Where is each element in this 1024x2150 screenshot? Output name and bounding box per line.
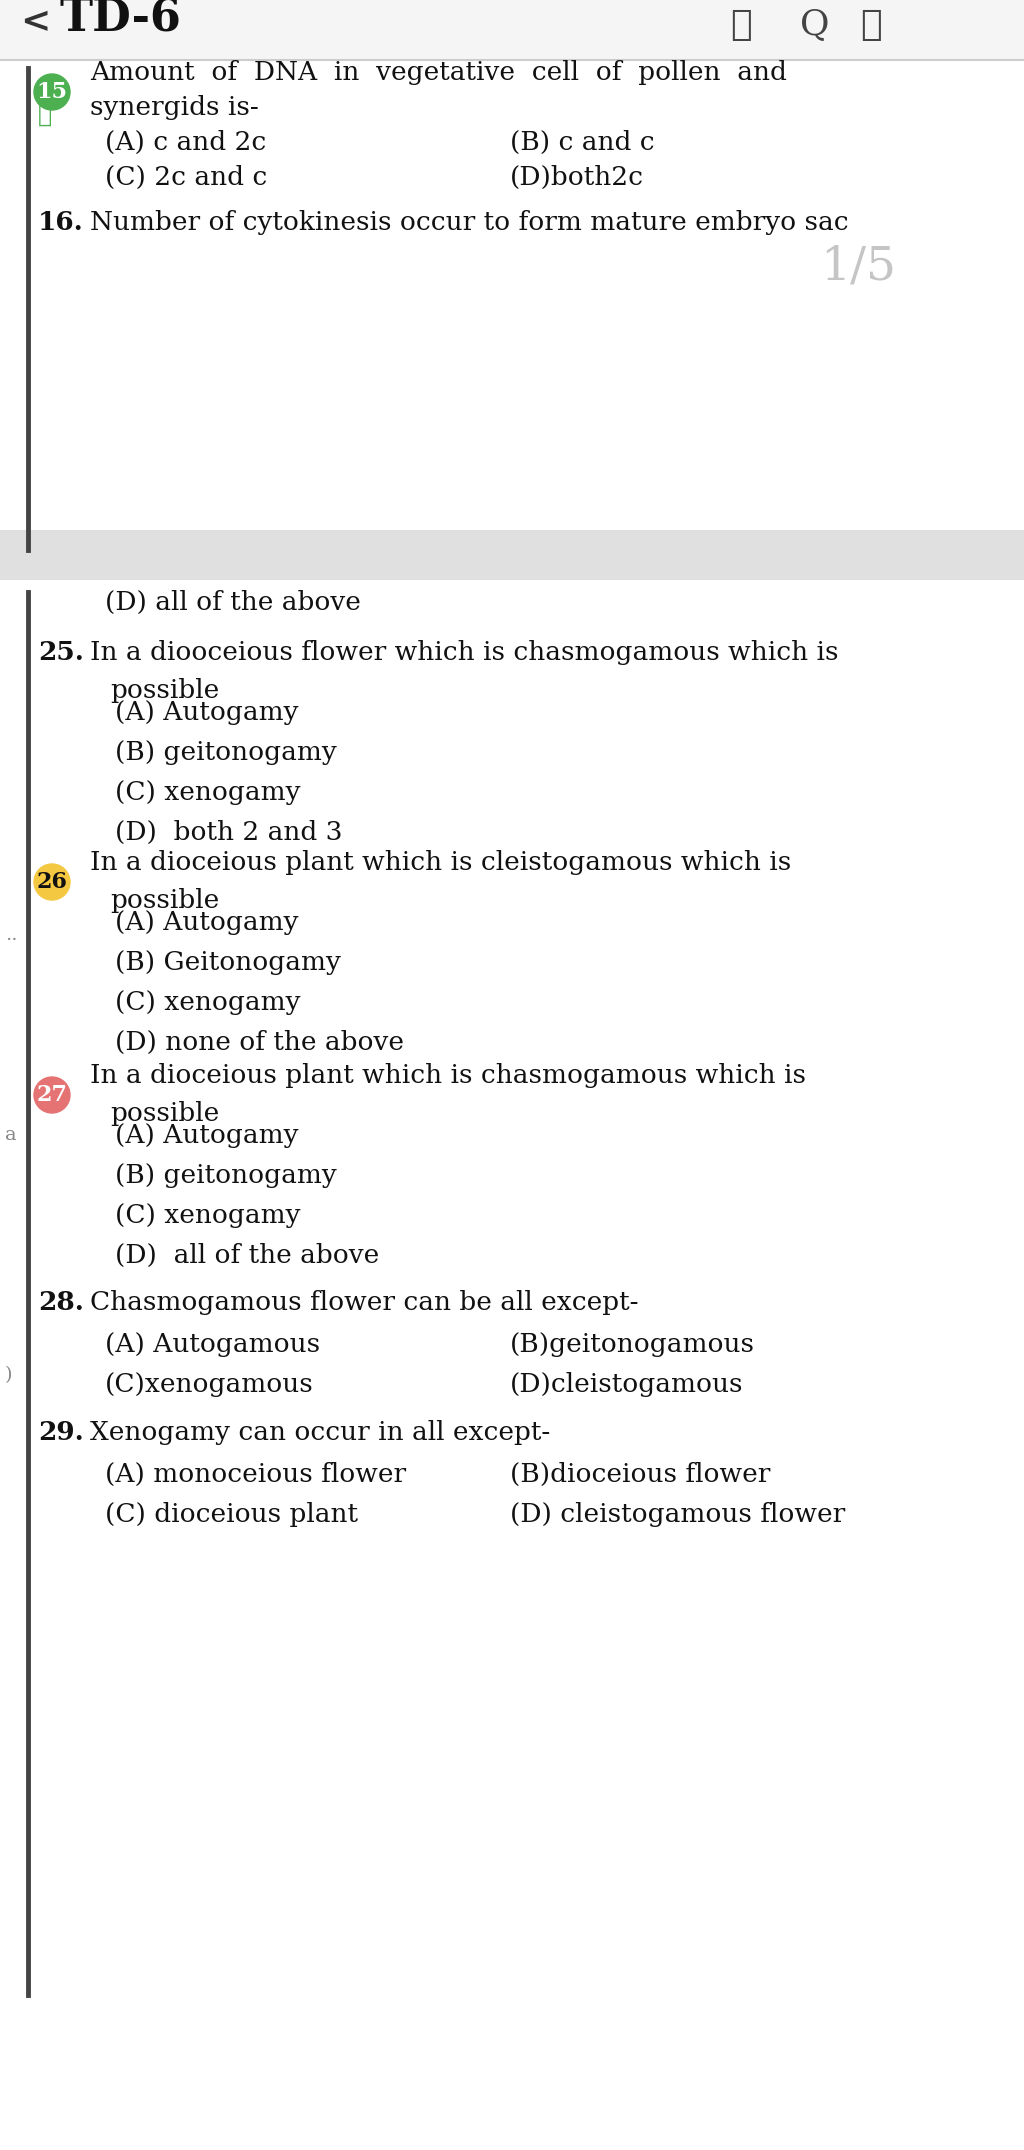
Text: (C) dioceious plant: (C) dioceious plant bbox=[105, 1503, 358, 1526]
Text: 27: 27 bbox=[37, 1084, 68, 1105]
Text: Chasmogamous flower can be all except-: Chasmogamous flower can be all except- bbox=[90, 1290, 639, 1316]
Text: Q: Q bbox=[800, 9, 829, 43]
Text: possible: possible bbox=[110, 677, 219, 703]
Text: (D) none of the above: (D) none of the above bbox=[115, 1030, 404, 1056]
Text: 26: 26 bbox=[37, 871, 68, 892]
Text: (B)geitonogamous: (B)geitonogamous bbox=[510, 1333, 755, 1357]
Text: (C) xenogamy: (C) xenogamy bbox=[115, 989, 300, 1015]
Circle shape bbox=[34, 73, 70, 110]
Text: 1/5: 1/5 bbox=[820, 245, 896, 290]
Bar bbox=[0, 0, 1024, 60]
Text: (B) geitonogamy: (B) geitonogamy bbox=[115, 1163, 337, 1189]
Text: Number of cytokinesis occur to form mature embryo sac: Number of cytokinesis occur to form matu… bbox=[90, 211, 849, 234]
Text: (A) Autogamy: (A) Autogamy bbox=[115, 701, 299, 725]
Text: ✓: ✓ bbox=[38, 103, 52, 127]
Text: (B)dioceious flower: (B)dioceious flower bbox=[510, 1462, 770, 1488]
Text: (B) c and c: (B) c and c bbox=[510, 129, 654, 155]
Text: 16.: 16. bbox=[38, 211, 84, 234]
Text: ): ) bbox=[5, 1365, 12, 1385]
Text: (D)cleistogamous: (D)cleistogamous bbox=[510, 1372, 743, 1398]
Text: (D) all of the above: (D) all of the above bbox=[105, 589, 360, 615]
Text: In a dioceious plant which is chasmogamous which is: In a dioceious plant which is chasmogamo… bbox=[90, 1062, 806, 1088]
Text: (A) monoceious flower: (A) monoceious flower bbox=[105, 1462, 407, 1488]
Bar bbox=[0, 531, 1024, 580]
Text: Xenogamy can occur in all except-: Xenogamy can occur in all except- bbox=[90, 1419, 550, 1445]
Text: (A) c and 2c: (A) c and 2c bbox=[105, 129, 266, 155]
Text: <: < bbox=[20, 4, 50, 39]
Text: (A) Autogamy: (A) Autogamy bbox=[115, 1122, 299, 1148]
Text: (D)both2c: (D)both2c bbox=[510, 166, 644, 189]
Text: (C)xenogamous: (C)xenogamous bbox=[105, 1372, 313, 1398]
Text: 15: 15 bbox=[37, 82, 68, 103]
Circle shape bbox=[34, 864, 70, 901]
Text: TD-6: TD-6 bbox=[60, 0, 182, 41]
Text: synergids is-: synergids is- bbox=[90, 95, 259, 120]
Text: ⋮: ⋮ bbox=[860, 9, 882, 43]
Text: (B) Geitonogamy: (B) Geitonogamy bbox=[115, 950, 341, 974]
Text: In a diooceious flower which is chasmogamous which is: In a diooceious flower which is chasmoga… bbox=[90, 641, 839, 664]
Circle shape bbox=[34, 1077, 70, 1114]
Text: (B) geitonogamy: (B) geitonogamy bbox=[115, 740, 337, 765]
Text: (C) xenogamy: (C) xenogamy bbox=[115, 1204, 300, 1228]
Text: 29.: 29. bbox=[38, 1419, 84, 1445]
Text: (D)  all of the above: (D) all of the above bbox=[115, 1243, 379, 1268]
Text: (D)  both 2 and 3: (D) both 2 and 3 bbox=[115, 819, 342, 845]
Text: (C) 2c and c: (C) 2c and c bbox=[105, 166, 267, 189]
Text: ✏: ✏ bbox=[730, 9, 752, 43]
Text: In a dioceious plant which is cleistogamous which is: In a dioceious plant which is cleistogam… bbox=[90, 849, 792, 875]
Text: 25.: 25. bbox=[38, 641, 84, 664]
Text: (D) cleistogamous flower: (D) cleistogamous flower bbox=[510, 1503, 845, 1526]
Text: Amount  of  DNA  in  vegetative  cell  of  pollen  and: Amount of DNA in vegetative cell of poll… bbox=[90, 60, 786, 86]
Text: (C) xenogamy: (C) xenogamy bbox=[115, 780, 300, 804]
Text: ..: .. bbox=[5, 927, 17, 944]
Text: (A) Autogamy: (A) Autogamy bbox=[115, 909, 299, 935]
Text: possible: possible bbox=[110, 1101, 219, 1127]
Text: (A) Autogamous: (A) Autogamous bbox=[105, 1333, 321, 1357]
Text: possible: possible bbox=[110, 888, 219, 914]
Text: a: a bbox=[5, 1127, 16, 1144]
Text: 28.: 28. bbox=[38, 1290, 84, 1316]
